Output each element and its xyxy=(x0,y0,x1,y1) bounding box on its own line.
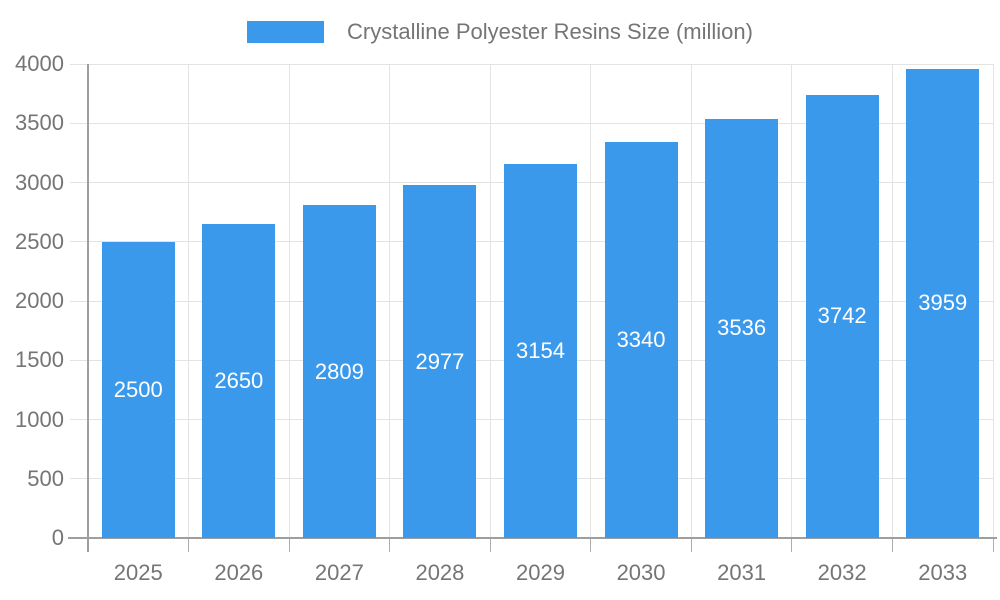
x-axis-tick-label: 2033 xyxy=(918,560,968,585)
x-axis-tick-label: 2027 xyxy=(314,560,364,585)
y-axis-tick-label: 2000 xyxy=(15,288,64,313)
y-axis-tick xyxy=(70,300,88,302)
y-axis-line xyxy=(87,64,89,552)
y-axis-tick-label: 3000 xyxy=(15,169,64,195)
y-axis-tick xyxy=(70,63,88,65)
bar-value-label: 2809 xyxy=(314,358,364,384)
x-axis-tick-label: 2028 xyxy=(415,560,465,585)
bar[interactable] xyxy=(604,142,678,538)
bar[interactable] xyxy=(302,205,376,538)
bar-value-label: 2500 xyxy=(113,376,163,402)
bar-value-label: 3340 xyxy=(616,327,666,353)
x-axis-tick-label: 2030 xyxy=(616,560,666,585)
gridline-v xyxy=(690,64,692,538)
bar-value-label: 2650 xyxy=(214,367,264,393)
y-axis-tick xyxy=(70,122,88,124)
y-axis-tick xyxy=(70,241,88,243)
bar-value-label: 3742 xyxy=(817,303,867,329)
bar-value-label: 2977 xyxy=(415,348,465,374)
gridline-v xyxy=(188,64,190,538)
gridline-v xyxy=(389,64,391,538)
gridline-v xyxy=(891,64,893,538)
x-axis-tick xyxy=(489,538,491,552)
x-axis-tick xyxy=(992,538,994,552)
x-axis-tick xyxy=(288,538,290,552)
y-axis-tick-label: 1500 xyxy=(15,347,64,373)
bar-value-label: 3154 xyxy=(516,338,565,364)
bar[interactable] xyxy=(504,164,577,538)
y-axis-tick xyxy=(70,478,88,480)
x-axis-tick xyxy=(590,538,592,552)
gridline-h xyxy=(88,63,993,65)
gridline-h xyxy=(88,122,993,124)
legend-label: Crystalline Polyester Resins Size (milli… xyxy=(347,19,753,44)
y-axis-tick-label: 2500 xyxy=(15,228,64,254)
x-axis-tick xyxy=(891,538,893,552)
gridline-v xyxy=(288,64,290,538)
y-axis-tick-label: 1000 xyxy=(15,406,64,432)
x-axis-tick-label: 2025 xyxy=(113,560,163,585)
gridline-v xyxy=(590,64,592,538)
bar[interactable] xyxy=(906,68,980,538)
bar[interactable] xyxy=(202,223,276,538)
bar-value-label: 3536 xyxy=(717,315,767,341)
x-axis-tick-label: 2032 xyxy=(817,560,867,585)
bar[interactable] xyxy=(403,185,477,538)
x-axis-tick-label: 2026 xyxy=(214,560,264,585)
gridline-v xyxy=(489,64,491,538)
x-axis-tick xyxy=(389,538,391,552)
bar[interactable] xyxy=(705,118,779,538)
bar[interactable] xyxy=(805,94,879,538)
x-axis-tick xyxy=(791,538,793,552)
x-axis-tick-label: 2029 xyxy=(516,560,565,585)
bar-value-label: 3959 xyxy=(918,290,968,316)
y-axis-tick-label: 500 xyxy=(27,465,64,491)
bar[interactable] xyxy=(101,241,175,538)
y-axis-tick-label: 4000 xyxy=(15,51,64,76)
gridline-v xyxy=(791,64,793,538)
x-axis-tick xyxy=(188,538,190,552)
x-axis-line xyxy=(68,537,997,539)
y-axis-tick-label: 3500 xyxy=(15,110,64,136)
legend[interactable]: Crystalline Polyester Resins Size (milli… xyxy=(0,19,1000,45)
y-axis-tick-label: 0 xyxy=(51,525,64,550)
legend-swatch[interactable] xyxy=(247,21,325,43)
y-axis-tick xyxy=(70,419,88,420)
x-axis-tick-label: 2031 xyxy=(717,560,767,585)
x-axis-tick xyxy=(690,538,692,552)
gridline-v xyxy=(992,64,994,538)
y-axis-tick xyxy=(70,182,88,183)
y-axis-tick xyxy=(70,359,88,361)
